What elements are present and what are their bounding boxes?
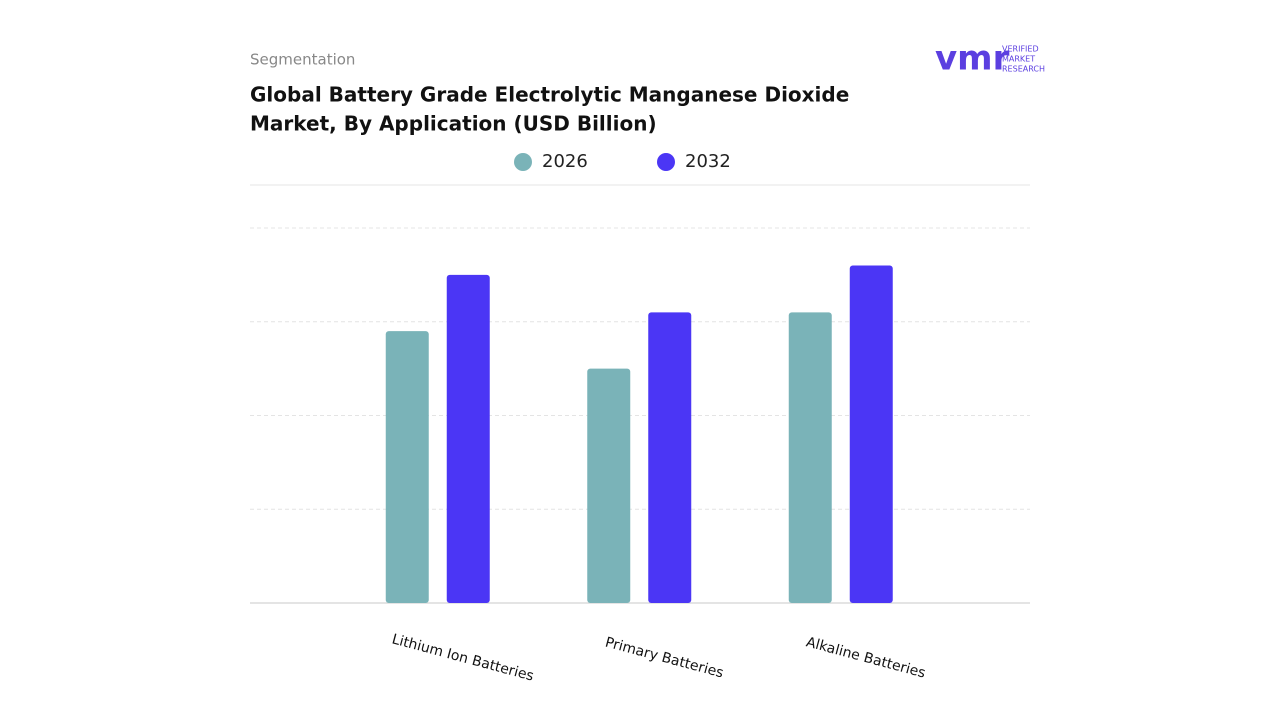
x-tick-label: Primary Batteries: [603, 634, 725, 681]
bar: [648, 312, 692, 603]
legend-label: 2032: [685, 151, 731, 172]
bar: [385, 331, 429, 603]
legend-swatch: [657, 153, 675, 171]
bar: [446, 274, 490, 603]
section-label: Segmentation: [250, 51, 355, 69]
legend-label: 2026: [542, 151, 588, 172]
chart-title: Global Battery Grade Electrolytic Mangan…: [250, 83, 849, 107]
logo-text: MARKET: [1002, 55, 1035, 64]
bar: [788, 312, 832, 603]
legend-swatch: [514, 153, 532, 171]
logo-mark: vmr: [935, 39, 1010, 79]
chart-title: Market, By Application (USD Billion): [250, 112, 657, 136]
x-tick-label: Alkaline Batteries: [804, 634, 927, 681]
bar: [849, 265, 893, 603]
x-tick-label: Lithium Ion Batteries: [390, 631, 535, 684]
logo-text: RESEARCH: [1002, 65, 1045, 74]
bar: [587, 368, 631, 603]
logo-text: VERIFIED: [1002, 45, 1039, 54]
